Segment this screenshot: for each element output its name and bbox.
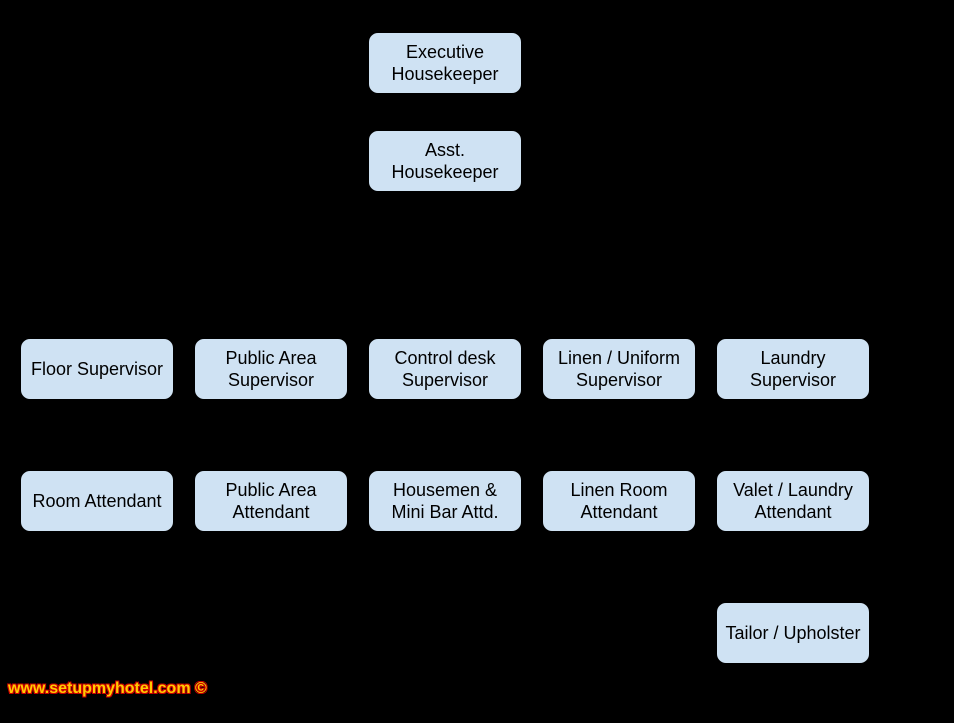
org-node-linen: Linen / Uniform Supervisor [542,338,696,400]
connector-asst-public [271,192,445,338]
org-node-housemen: Housemen & Mini Bar Attd. [368,470,522,532]
org-node-valet: Valet / Laundry Attendant [716,470,870,532]
org-node-laundry: Laundry Supervisor [716,338,870,400]
connector-asst-floor [97,192,445,338]
connector-asst-linen [445,192,619,338]
org-node-tailor: Tailor / Upholster [716,602,870,664]
org-node-asst: Asst. Housekeeper [368,130,522,192]
org-node-linenA: Linen Room Attendant [542,470,696,532]
org-node-floor: Floor Supervisor [20,338,174,400]
org-node-publicA: Public Area Attendant [194,470,348,532]
org-node-exec: Executive Housekeeper [368,32,522,94]
org-node-control: Control desk Supervisor [368,338,522,400]
org-node-room: Room Attendant [20,470,174,532]
watermark-text: www.setupmyhotel.com © [8,680,207,698]
connector-asst-laundry [445,192,793,338]
org-node-public: Public Area Supervisor [194,338,348,400]
